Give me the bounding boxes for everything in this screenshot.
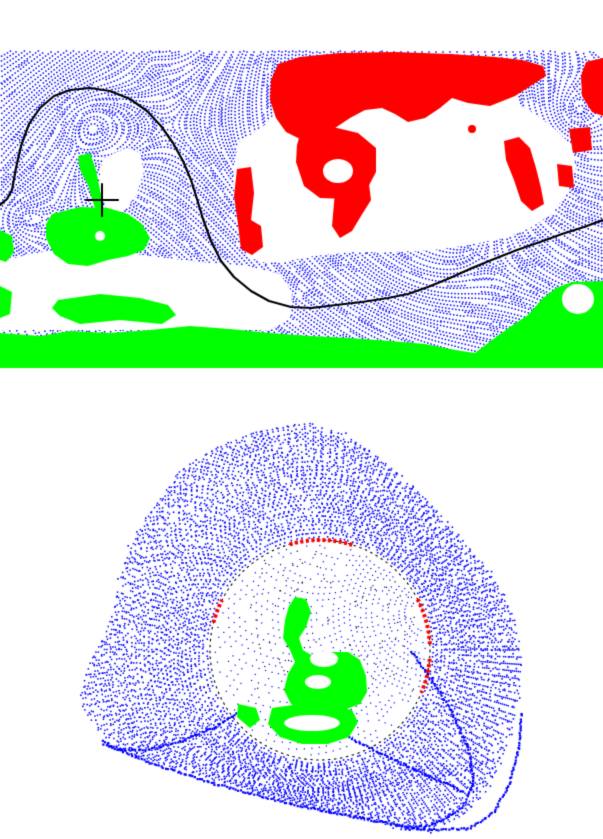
synoptic-map-panel <box>0 0 603 375</box>
sphere-view-panel <box>0 375 603 839</box>
